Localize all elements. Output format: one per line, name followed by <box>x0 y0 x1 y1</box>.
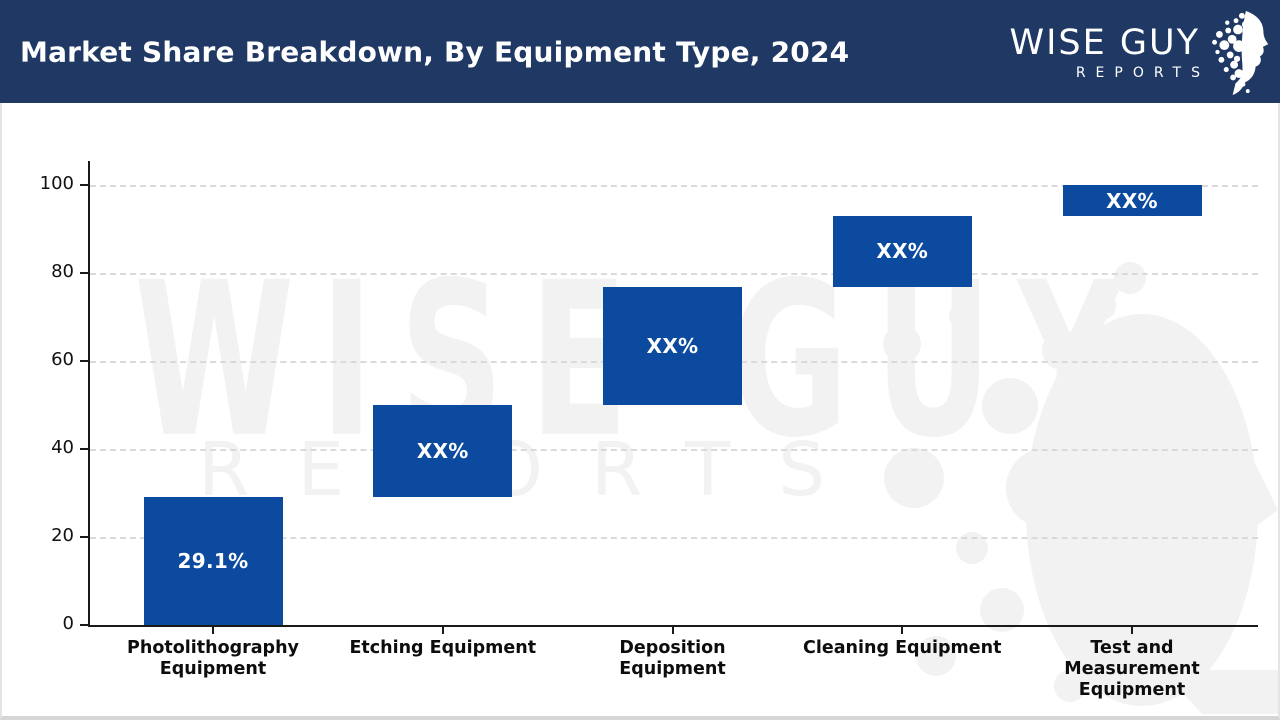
x-category-label-line: Measurement <box>1064 659 1200 679</box>
y-tick-mark-60 <box>80 360 89 362</box>
plot-area: 0 20 40 60 80 100 29.1% Photolithography Equipme… <box>2 103 1278 716</box>
y-tick-label-60: 60 <box>51 349 74 370</box>
x-category-label-line: Test and <box>1090 638 1174 658</box>
y-tick-mark-80 <box>80 272 89 274</box>
brand-logo: WISE GUY REPORTS <box>1009 8 1270 96</box>
y-tick-mark-100 <box>80 184 89 186</box>
bar-value-label: XX% <box>416 438 469 463</box>
gridline-40 <box>90 449 1258 451</box>
header-bar: Market Share Breakdown, By Equipment Typ… <box>0 0 1280 103</box>
y-tick-label-0: 0 <box>62 613 74 634</box>
bar-deposition-equipment: XX% <box>603 286 742 405</box>
dotted-head-logo-icon <box>1212 10 1269 95</box>
y-tick-label-40: 40 <box>51 437 74 458</box>
x-category-label-etching-equipment: Etching Equipment <box>327 638 559 659</box>
x-tick-mark-photolithography-equipment <box>212 627 214 634</box>
bar-etching-equipment: XX% <box>373 404 513 497</box>
x-category-label-deposition-equipment: Deposition Equipment <box>557 638 789 680</box>
x-tick-mark-cleaning-equipment <box>901 627 904 634</box>
x-category-label-cleaning-equipment: Cleaning Equipment <box>786 638 1018 659</box>
x-category-label-line: Photolithography <box>127 638 299 658</box>
y-tick-label-80: 80 <box>51 261 74 282</box>
bar-value-label: XX% <box>646 333 699 358</box>
bar-photolithography-equipment: 29.1% <box>143 496 283 625</box>
chart-card: WISE GUY REPORTS 0 20 40 60 80 100 29.1% Photol… <box>0 103 1280 720</box>
x-category-label-line: Deposition <box>619 638 726 658</box>
y-tick-mark-0 <box>80 624 89 626</box>
watermark-dotted-head-icon <box>883 262 1278 714</box>
x-tick-mark-etching-equipment <box>441 627 444 634</box>
y-tick-mark-40 <box>80 448 89 450</box>
x-category-label-line: Equipment <box>619 659 726 679</box>
x-category-label-line: Equipment <box>159 659 267 679</box>
chart-title: Market Share Breakdown, By Equipment Typ… <box>20 35 850 68</box>
bar-value-label: XX% <box>876 239 929 264</box>
bar-test-and-measurement-equipment: XX% <box>1062 185 1202 217</box>
brand-logo-text: WISE GUY REPORTS <box>1009 24 1200 81</box>
y-tick-mark-20 <box>80 536 89 538</box>
bar-value-label: 29.1% <box>177 548 249 573</box>
x-category-label-test-and-measurement-equipment: Test and Measurement Equipment <box>1016 638 1248 701</box>
brand-subname: REPORTS <box>1075 64 1210 81</box>
gridline-100 <box>90 185 1258 187</box>
x-category-label-line: Etching Equipment <box>349 638 537 658</box>
x-category-label-line: Equipment <box>1078 680 1186 700</box>
bar-cleaning-equipment: XX% <box>832 216 972 287</box>
bar-value-label: XX% <box>1106 188 1158 213</box>
x-category-label-line: Cleaning Equipment <box>803 638 1002 658</box>
x-axis-line <box>88 625 1258 627</box>
y-axis-line <box>88 161 90 627</box>
x-category-label-photolithography-equipment: Photolithography Equipment <box>97 638 329 680</box>
gridline-20 <box>90 537 1258 539</box>
brand-name: WISE GUY <box>1009 22 1200 63</box>
y-tick-label-20: 20 <box>51 525 74 546</box>
x-tick-mark-test-and-measurement-equipment <box>1131 627 1133 634</box>
gridline-80 <box>90 273 1258 275</box>
x-tick-mark-deposition-equipment <box>671 627 674 634</box>
y-tick-label-100: 100 <box>39 173 74 194</box>
